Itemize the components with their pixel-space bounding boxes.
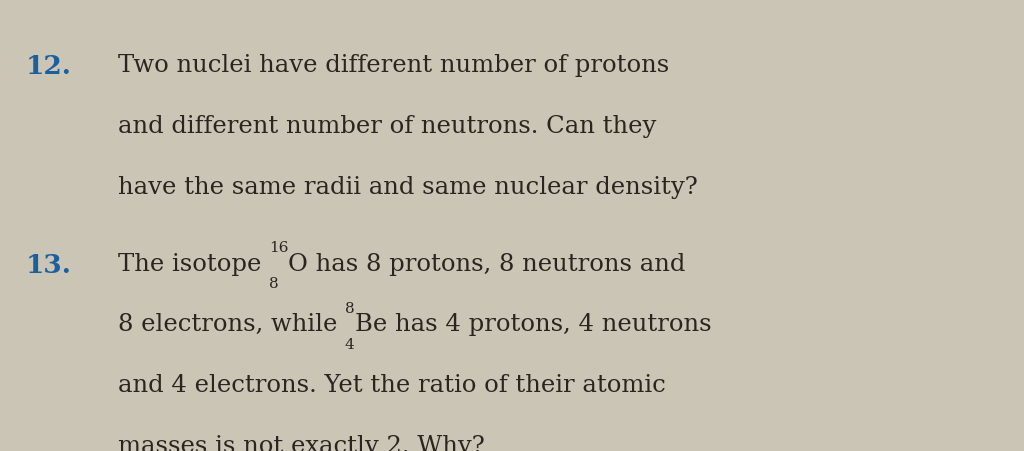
Text: 8: 8 — [269, 277, 279, 291]
Text: Be has 4 protons, 4 neutrons: Be has 4 protons, 4 neutrons — [354, 313, 711, 336]
Text: 13.: 13. — [26, 253, 72, 277]
Text: 8: 8 — [345, 302, 354, 316]
Text: 12.: 12. — [26, 54, 72, 79]
Text: masses is not exactly 2. Why?: masses is not exactly 2. Why? — [118, 435, 484, 451]
Text: Two nuclei have different number of protons: Two nuclei have different number of prot… — [118, 54, 669, 77]
Text: O has 8 protons, 8 neutrons and: O has 8 protons, 8 neutrons and — [289, 253, 686, 276]
Text: The isotope: The isotope — [118, 253, 269, 276]
Text: have the same radii and same nuclear density?: have the same radii and same nuclear den… — [118, 176, 697, 199]
Text: and different number of neutrons. Can they: and different number of neutrons. Can th… — [118, 115, 656, 138]
Text: and 4 electrons. Yet the ratio of their atomic: and 4 electrons. Yet the ratio of their … — [118, 374, 666, 397]
Text: 8 electrons, while: 8 electrons, while — [118, 313, 345, 336]
Text: 4: 4 — [345, 338, 354, 352]
Text: 16: 16 — [269, 241, 289, 255]
